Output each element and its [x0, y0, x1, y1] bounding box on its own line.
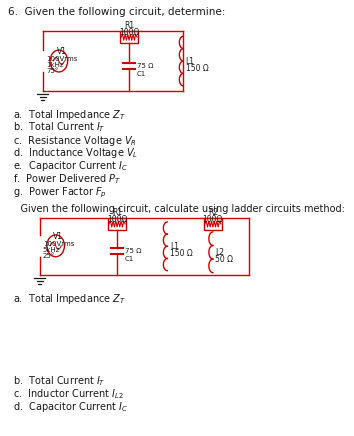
Text: a.  Total Impedance $Z_T$: a. Total Impedance $Z_T$ [12, 108, 126, 122]
Text: 100Ω: 100Ω [203, 215, 223, 224]
Text: L2: L2 [215, 249, 224, 257]
Text: g.  Power Factor $F_p$: g. Power Factor $F_p$ [12, 185, 107, 200]
Text: 50 Ω: 50 Ω [215, 255, 233, 264]
Text: R1: R1 [112, 208, 122, 217]
Text: 25°: 25° [43, 253, 55, 259]
Text: 150 Ω: 150 Ω [170, 249, 193, 258]
Text: 150 Ω: 150 Ω [186, 64, 209, 73]
Text: C1: C1 [125, 256, 134, 262]
Text: b.  Total Current $I_T$: b. Total Current $I_T$ [12, 374, 105, 388]
Bar [120, 31, 138, 43]
Text: 5kHz: 5kHz [43, 247, 60, 253]
Text: C1: C1 [137, 71, 146, 77]
Text: d.  Capacitor Current $I_C$: d. Capacitor Current $I_C$ [12, 400, 128, 414]
Text: Given the following circuit, calculate using ladder circuits method:: Given the following circuit, calculate u… [8, 204, 345, 214]
Text: R1: R1 [124, 21, 134, 30]
Text: f.  Power Delivered $P_T$: f. Power Delivered $P_T$ [12, 172, 121, 186]
Text: V1: V1 [56, 47, 67, 56]
Text: c.  Resistance Voltage $V_R$: c. Resistance Voltage $V_R$ [12, 133, 136, 147]
Text: 75 Ω: 75 Ω [137, 63, 154, 69]
Text: V1: V1 [53, 232, 63, 241]
Text: L1: L1 [186, 57, 195, 66]
Text: d.  Inductance Voltage $V_L$: d. Inductance Voltage $V_L$ [12, 146, 138, 160]
Text: 100Vrms: 100Vrms [43, 241, 74, 247]
Text: 75 Ω: 75 Ω [125, 248, 142, 254]
Text: b.  Total Current $I_T$: b. Total Current $I_T$ [12, 121, 105, 134]
Text: e.  Capacitor Current $I_C$: e. Capacitor Current $I_C$ [12, 160, 127, 174]
Text: 100Ω: 100Ω [107, 215, 127, 224]
Text: c.  Inductor Current $I_{L2}$: c. Inductor Current $I_{L2}$ [12, 387, 123, 401]
Text: 6.  Given the following circuit, determine:: 6. Given the following circuit, determin… [8, 7, 225, 17]
Bar [108, 218, 126, 230]
Text: 75°: 75° [46, 68, 58, 74]
Text: 1kHz: 1kHz [46, 62, 64, 68]
Bar [204, 218, 222, 230]
Text: 100Ω: 100Ω [119, 28, 139, 37]
Text: 100Vrms: 100Vrms [46, 56, 78, 62]
Text: a.  Total Impedance $Z_T$: a. Total Impedance $Z_T$ [12, 292, 126, 306]
Text: L1: L1 [170, 242, 179, 251]
Text: R2: R2 [208, 208, 218, 217]
